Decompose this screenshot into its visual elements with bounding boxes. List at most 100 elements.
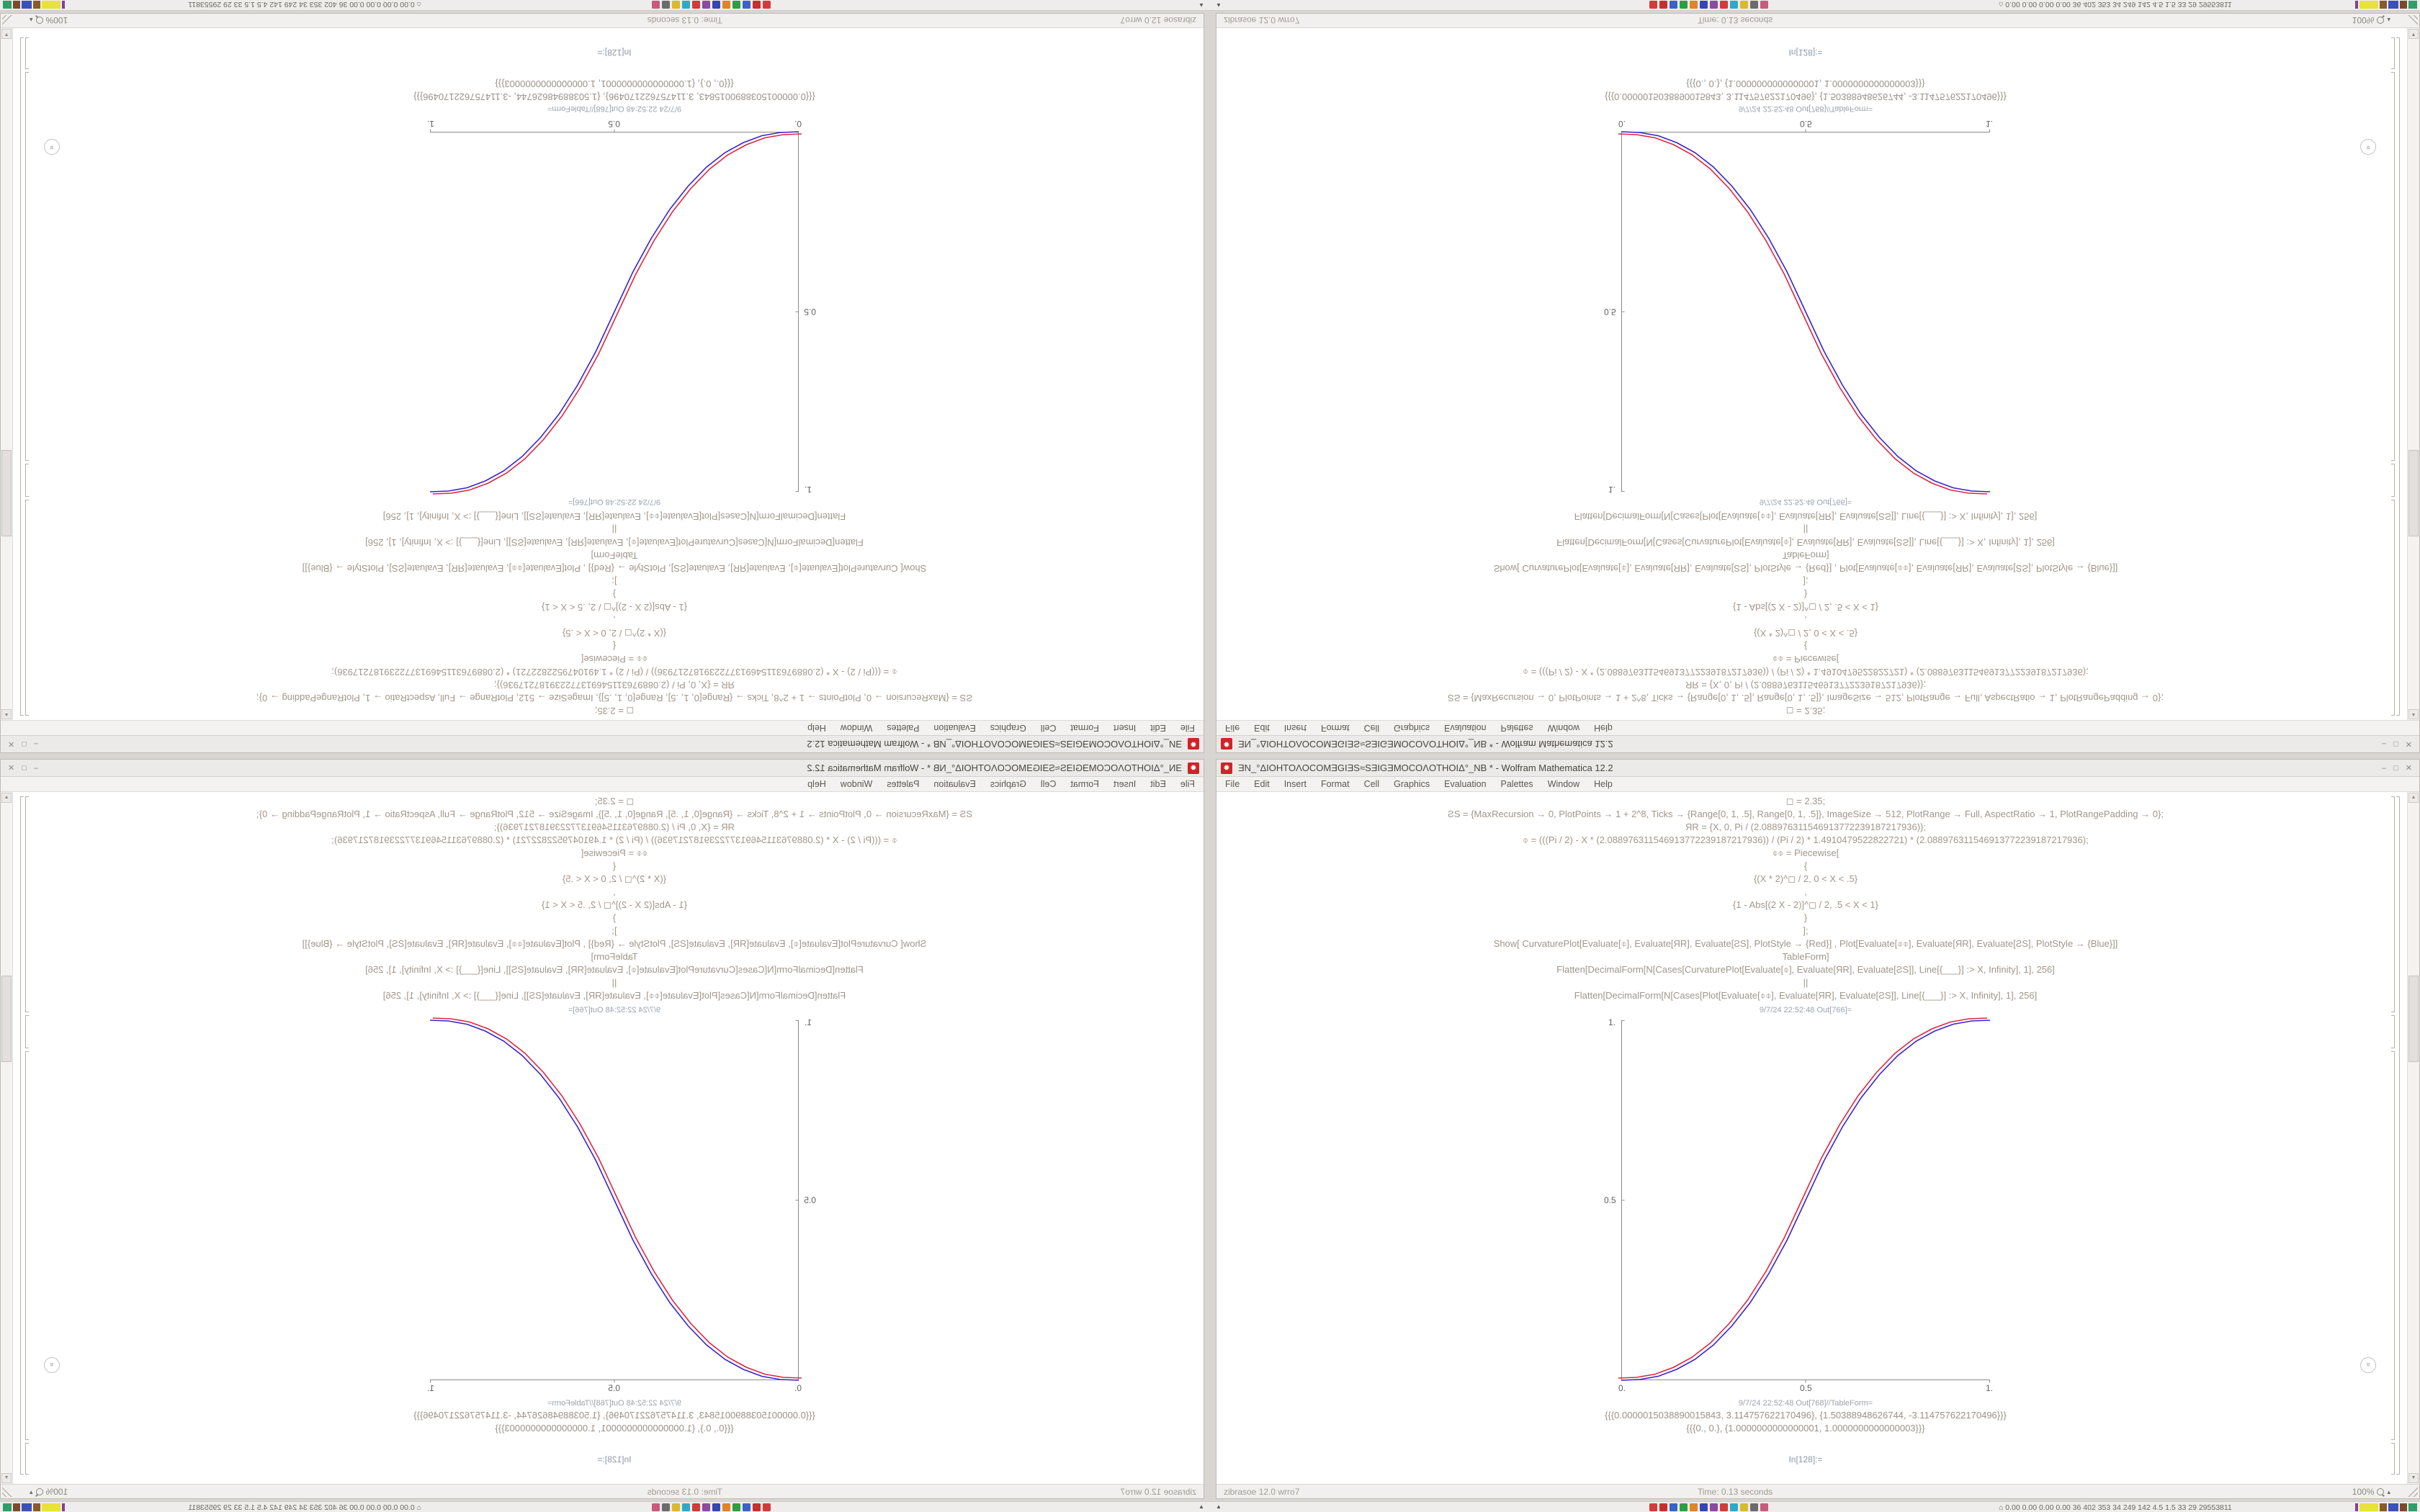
input-cell-line[interactable]: ]; xyxy=(1803,925,1809,936)
input-cell-line[interactable]: Flatten[DecimalForm[N[Cases[CurvaturePlo… xyxy=(365,537,864,548)
close-button[interactable]: ✕ xyxy=(2405,763,2412,773)
taskbar-app-icon-12[interactable] xyxy=(652,1503,660,1511)
input-cell-line[interactable]: Flatten[DecimalForm[N[Cases[CurvaturePlo… xyxy=(1556,964,2055,975)
taskbar-app-icon-3[interactable] xyxy=(1670,1503,1677,1511)
input-cell-line[interactable]: TableForm] xyxy=(1782,550,1829,561)
input-cell-line[interactable]: TableForm] xyxy=(591,550,638,561)
menu-evaluation[interactable]: Evaluation xyxy=(1444,723,1487,733)
cell-bracket[interactable] xyxy=(2391,1015,2395,1048)
input-cell-line[interactable]: Flatten[DecimalForm[N[Cases[Plot[Evaluat… xyxy=(1574,511,2038,522)
taskbar-app-icon-1[interactable] xyxy=(1649,1503,1657,1511)
taskbar-app-icon-12[interactable] xyxy=(1760,1503,1768,1511)
menu-graphics[interactable]: Graphics xyxy=(990,779,1026,789)
menu-evaluation[interactable]: Evaluation xyxy=(933,723,976,733)
maximize-button[interactable]: □ xyxy=(22,763,27,773)
input-cell-line[interactable]: Flatten[DecimalForm[N[Cases[Plot[Evaluat… xyxy=(1574,990,2038,1001)
input-cell-line[interactable]: ]; xyxy=(611,925,617,936)
taskbar-app-icon-5[interactable] xyxy=(1690,1,1698,9)
input-cell-line[interactable]: {(X * 2)^◻ / 2, 0 < X < .5} xyxy=(562,873,667,884)
resize-grip[interactable] xyxy=(2,1487,12,1497)
menu-graphics[interactable]: Graphics xyxy=(1394,723,1430,733)
taskbar-app-icon-9[interactable] xyxy=(682,1,690,9)
input-cell-line[interactable]: ]; xyxy=(611,576,617,587)
menu-insert[interactable]: Insert xyxy=(1283,779,1307,789)
input-cell-line[interactable]: ⌽⌽ = Piecewise[ xyxy=(1772,654,1839,665)
input-cell-line[interactable]: Flatten[DecimalForm[N[Cases[Plot[Evaluat… xyxy=(382,511,846,522)
vertical-scrollbar[interactable]: ▲ ▼ xyxy=(1,792,13,1484)
input-cell-line[interactable]: ЯR = {X, 0, Pi / (2.08897631154691377223… xyxy=(493,822,735,832)
menu-edit[interactable]: Edit xyxy=(1150,723,1166,733)
taskbar-app-icon-7[interactable] xyxy=(702,1503,710,1511)
menu-edit[interactable]: Edit xyxy=(1254,723,1270,733)
input-cell-line[interactable]: ⌽ = (((Pi / 2) - X * (2.0889763115469137… xyxy=(331,834,897,845)
window-titlebar[interactable]: ✹ ƎN_°ΔIOHTOΛOCOMƎGIƎS≈SƎIGƎMOCOΛOTHOIΔ°… xyxy=(1216,735,2419,752)
taskbar-indicator-icon[interactable]: ▲ xyxy=(1198,2,1204,9)
resize-grip[interactable] xyxy=(2408,1487,2418,1497)
taskbar-app-icon-11[interactable] xyxy=(1750,1503,1758,1511)
scrollbar-thumb[interactable] xyxy=(1,450,12,536)
menu-file[interactable]: File xyxy=(1180,723,1195,733)
menu-file[interactable]: File xyxy=(1225,723,1240,733)
notebook-area[interactable]: ◻ = 2.35; ƧS = {MaxRecursion → 0, PlotPoi… xyxy=(1,28,1204,720)
scrollbar-up-arrow[interactable]: ▲ xyxy=(2408,709,2419,719)
vertical-scrollbar[interactable]: ▲ ▼ xyxy=(2407,792,2419,1484)
scrollbar-down-arrow[interactable]: ▼ xyxy=(1,29,12,39)
cell-bracket[interactable] xyxy=(2391,500,2395,716)
input-cell-line[interactable]: ⌽ = (((Pi / 2) - X * (2.0889763115469137… xyxy=(331,667,897,678)
window-titlebar[interactable]: ✹ ƎN_°ΔIOHTOΛOCOMƎGIƎS≈SƎIGƎMOCOΛOTHOIΔ°… xyxy=(1216,760,2419,777)
taskbar-app-icon-7[interactable] xyxy=(1710,1,1718,9)
input-cell-line[interactable]: ◻ = 2.35; xyxy=(1785,706,1826,716)
menu-format[interactable]: Format xyxy=(1070,723,1100,733)
input-cell-line[interactable]: ◻ = 2.35; xyxy=(594,706,635,716)
input-cell-line[interactable]: Show[ CurvaturePlot[Evaluate[⌽], Evaluat… xyxy=(1493,563,2118,574)
taskbar-app-icon-2[interactable] xyxy=(753,1,761,9)
taskbar-app-icon-6[interactable] xyxy=(712,1503,720,1511)
in-label[interactable]: In[128]:= xyxy=(1788,48,1823,58)
taskbar-app-icon-10[interactable] xyxy=(1740,1,1748,9)
cell-bracket[interactable] xyxy=(25,1051,29,1440)
input-cell-line[interactable]: Show[ CurvaturePlot[Evaluate[⌽], Evaluat… xyxy=(302,938,927,949)
input-cell-line[interactable]: TableForm] xyxy=(1782,951,1829,962)
vertical-scrollbar[interactable]: ▲ ▼ xyxy=(2407,28,2419,720)
scrollbar-up-arrow[interactable]: ▲ xyxy=(2408,793,2419,803)
input-cell-line[interactable]: || xyxy=(611,977,617,988)
input-cell-line[interactable]: {(X * 2)^◻ / 2, 0 < X < .5} xyxy=(1753,628,1858,639)
input-cell-line[interactable]: ЯR = {X, 0, Pi / (2.08897631154691377223… xyxy=(1685,822,1927,832)
taskbar-indicator-icon[interactable]: ▲ xyxy=(1216,1503,1222,1510)
cell-bracket[interactable] xyxy=(25,796,29,1012)
taskbar-app-icon-1[interactable] xyxy=(763,1,771,9)
input-cell-line[interactable]: ЯR = {X, 0, Pi / (2.08897631154691377223… xyxy=(1685,680,1927,690)
in-label[interactable]: In[128]:= xyxy=(597,1454,632,1464)
input-cell-line[interactable]: } xyxy=(1803,912,1808,923)
taskbar-app-icon-11[interactable] xyxy=(1750,1,1758,9)
menu-insert[interactable]: Insert xyxy=(1283,723,1307,733)
input-cell-line[interactable]: { xyxy=(1803,860,1808,871)
input-cell-line[interactable]: ⌽⌽ = Piecewise[ xyxy=(581,847,648,858)
taskbar-app-icon-6[interactable] xyxy=(1700,1,1708,9)
input-cell-line[interactable]: { xyxy=(612,860,617,871)
input-cell-line[interactable]: , xyxy=(1804,615,1807,626)
taskbar-app-icon-4[interactable] xyxy=(1680,1,1688,9)
input-cell-line[interactable]: { xyxy=(1803,641,1808,652)
menu-help[interactable]: Help xyxy=(807,779,826,789)
resize-grip[interactable] xyxy=(2408,15,2418,25)
zoom-control[interactable]: 100% ▴ xyxy=(30,1487,68,1497)
input-cell-line[interactable]: {1 - Abs[(2 X - 2)]^◻ / 2, .5 < X < 1} xyxy=(1733,602,1878,613)
taskbar-app-icon-7[interactable] xyxy=(1710,1503,1718,1511)
taskbar-app-icon-2[interactable] xyxy=(1659,1,1667,9)
input-cell-line[interactable]: Flatten[DecimalForm[N[Cases[CurvaturePlo… xyxy=(365,964,864,975)
close-button[interactable]: ✕ xyxy=(8,739,15,749)
in-label[interactable]: In[128]:= xyxy=(597,48,632,58)
input-cell-line[interactable]: , xyxy=(613,886,616,897)
input-cell-line[interactable]: ⌽ = (((Pi / 2) - X * (2.0889763115469137… xyxy=(1523,667,2089,678)
menu-insert[interactable]: Insert xyxy=(1113,779,1137,789)
input-cell-line[interactable]: , xyxy=(613,615,616,626)
output-cell-line[interactable]: {{{0., 0.}, {1.0000000000000001, 1.00000… xyxy=(495,1423,734,1434)
cell-bracket[interactable] xyxy=(25,72,29,461)
menu-cell[interactable]: Cell xyxy=(1363,779,1380,789)
cell-bracket[interactable] xyxy=(25,37,29,69)
taskbar-app-icon-12[interactable] xyxy=(1760,1,1768,9)
cell-bracket[interactable] xyxy=(25,464,29,497)
taskbar-indicator-icon[interactable]: ▲ xyxy=(1216,2,1222,9)
notebook-area[interactable]: ◻ = 2.35; ƧS = {MaxRecursion → 0, PlotPoi… xyxy=(1216,28,2419,720)
